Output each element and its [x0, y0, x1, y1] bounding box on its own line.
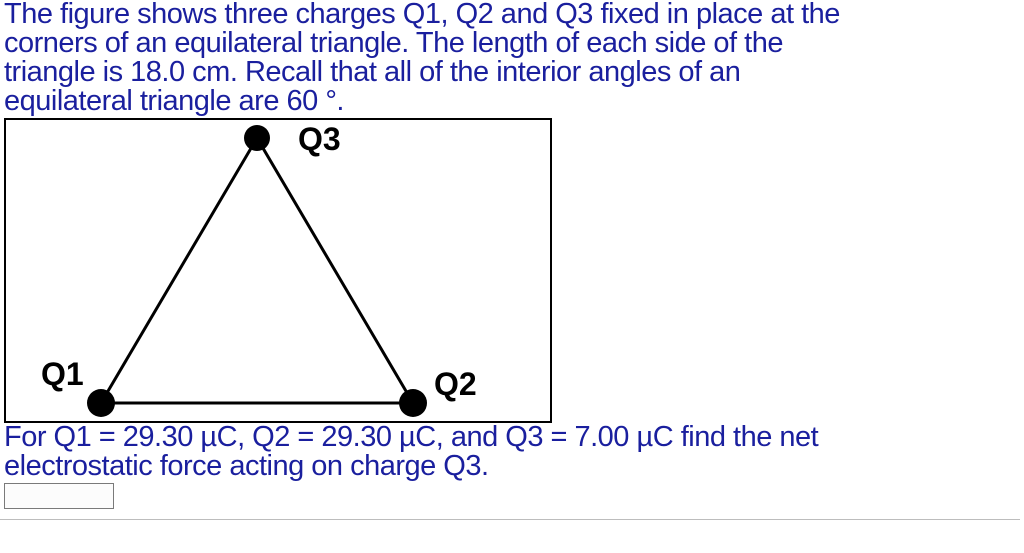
q2-charge-dot [399, 389, 427, 417]
problem-line-2: corners of an equilateral triangle. The … [4, 27, 783, 59]
problem-line-3: triangle is 18.0 cm. Recall that all of … [4, 56, 740, 88]
q3-charge-dot [244, 125, 270, 151]
problem-line-5: For Q1 = 29.30 µC, Q2 = 29.30 µC, and Q3… [4, 421, 818, 453]
q1-charge-dot [87, 389, 115, 417]
separator-line [0, 519, 1020, 520]
problem-statement: The figure shows three charges Q1, Q2 an… [0, 0, 1024, 116]
q3-label: Q3 [298, 121, 341, 157]
figure-container: Q1 Q2 Q3 [4, 118, 552, 423]
problem-line-6: electrostatic force acting on charge Q3. [4, 450, 489, 482]
problem-line-4: equilateral triangle are 60 °. [4, 85, 344, 117]
problem-question: For Q1 = 29.30 µC, Q2 = 29.30 µC, and Q3… [0, 423, 1024, 481]
answer-input[interactable] [4, 483, 114, 509]
q1-label: Q1 [41, 356, 84, 392]
q2-label: Q2 [434, 366, 477, 402]
triangle-diagram: Q1 Q2 Q3 [6, 120, 554, 425]
problem-line-1: The figure shows three charges Q1, Q2 an… [4, 0, 840, 30]
